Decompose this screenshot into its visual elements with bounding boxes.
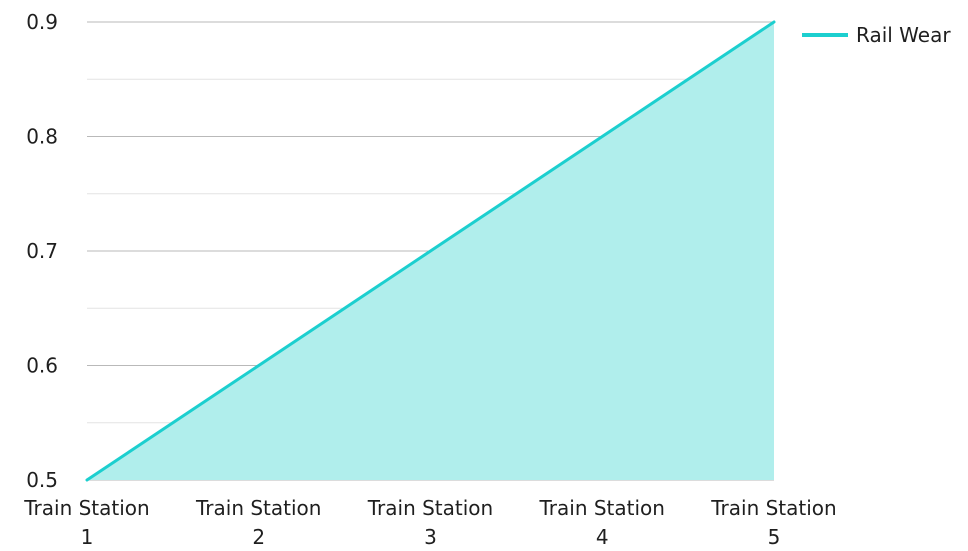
series-line [85,20,776,482]
y-tick-label: 0.8 [26,125,58,149]
y-tick-label: 0.5 [26,468,58,492]
x-axis: Train Station 1 Train Station 2 Train Statio… [23,496,836,549]
x-tick-label: Train Station 1 [23,496,149,549]
legend-label: Rail Wear [856,23,951,47]
y-tick-label: 0.9 [26,10,58,34]
x-tick-label: Train Station 3 [367,496,493,549]
x-tick-label: Train Station 2 [195,496,321,549]
plot-area [85,20,776,482]
x-tick-label: Train Station 5 [710,496,836,549]
y-axis: 0.5 0.6 0.7 0.8 0.9 [26,10,58,492]
legend: Rail Wear [802,23,951,47]
y-tick-label: 0.7 [26,239,58,263]
y-tick-label: 0.6 [26,354,58,378]
x-tick-label: Train Station 4 [539,496,665,549]
